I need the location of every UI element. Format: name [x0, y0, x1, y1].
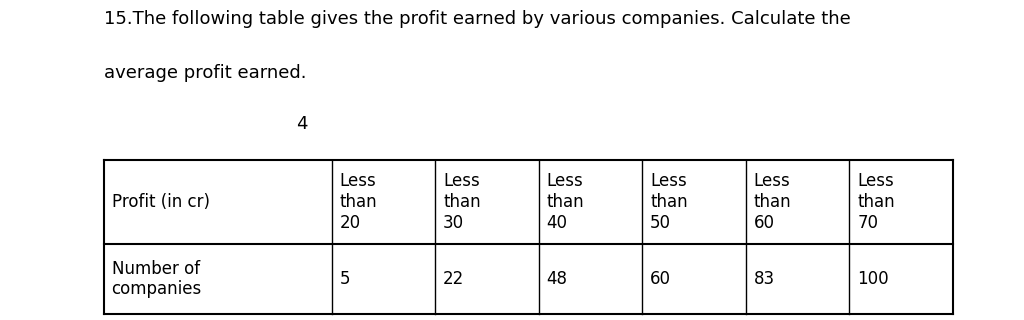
- Text: 5: 5: [339, 270, 350, 288]
- Text: Less
than
70: Less than 70: [857, 172, 895, 232]
- Text: 15.The following table gives the profit earned by various companies. Calculate t: 15.The following table gives the profit …: [103, 10, 851, 28]
- Text: 100: 100: [857, 270, 889, 288]
- Text: Less
than
30: Less than 30: [443, 172, 480, 232]
- Text: 83: 83: [754, 270, 775, 288]
- Text: Less
than
40: Less than 40: [547, 172, 585, 232]
- Text: Less
than
20: Less than 20: [339, 172, 377, 232]
- Text: Less
than
50: Less than 50: [650, 172, 688, 232]
- Text: Profit (in cr): Profit (in cr): [112, 193, 210, 211]
- Text: 22: 22: [443, 270, 464, 288]
- Text: 60: 60: [650, 270, 671, 288]
- Text: average profit earned.: average profit earned.: [103, 64, 306, 82]
- Text: 4: 4: [296, 115, 308, 133]
- Text: Less
than
60: Less than 60: [754, 172, 792, 232]
- Text: 48: 48: [547, 270, 567, 288]
- Text: Number of
companies: Number of companies: [112, 260, 202, 299]
